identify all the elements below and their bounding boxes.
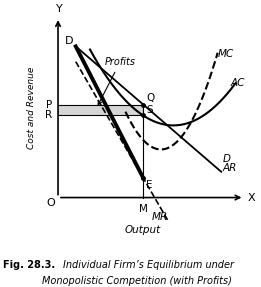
Text: R: R — [45, 110, 52, 121]
Text: M: M — [139, 204, 148, 214]
Text: Monopolistic Competition (with Profits): Monopolistic Competition (with Profits) — [42, 276, 232, 286]
Text: Cost and Revenue: Cost and Revenue — [27, 67, 36, 150]
Text: Individual Firm’s Equilibrium under: Individual Firm’s Equilibrium under — [63, 260, 234, 270]
Text: Output: Output — [125, 225, 161, 235]
Text: Fig. 28.3.: Fig. 28.3. — [3, 260, 55, 270]
Text: Profits: Profits — [98, 57, 136, 105]
Text: E: E — [146, 181, 152, 191]
Text: X: X — [248, 193, 256, 203]
Text: MR: MR — [152, 212, 168, 222]
Text: S: S — [147, 105, 153, 115]
Text: AC: AC — [230, 78, 245, 88]
Text: AR: AR — [223, 163, 238, 173]
Text: Y: Y — [56, 4, 63, 14]
Text: MC: MC — [218, 49, 234, 59]
Text: O: O — [46, 198, 55, 208]
Text: P: P — [46, 100, 52, 110]
Text: D: D — [65, 36, 73, 46]
Bar — [58, 104, 143, 115]
Text: Q: Q — [147, 93, 155, 103]
Text: D: D — [223, 154, 231, 164]
